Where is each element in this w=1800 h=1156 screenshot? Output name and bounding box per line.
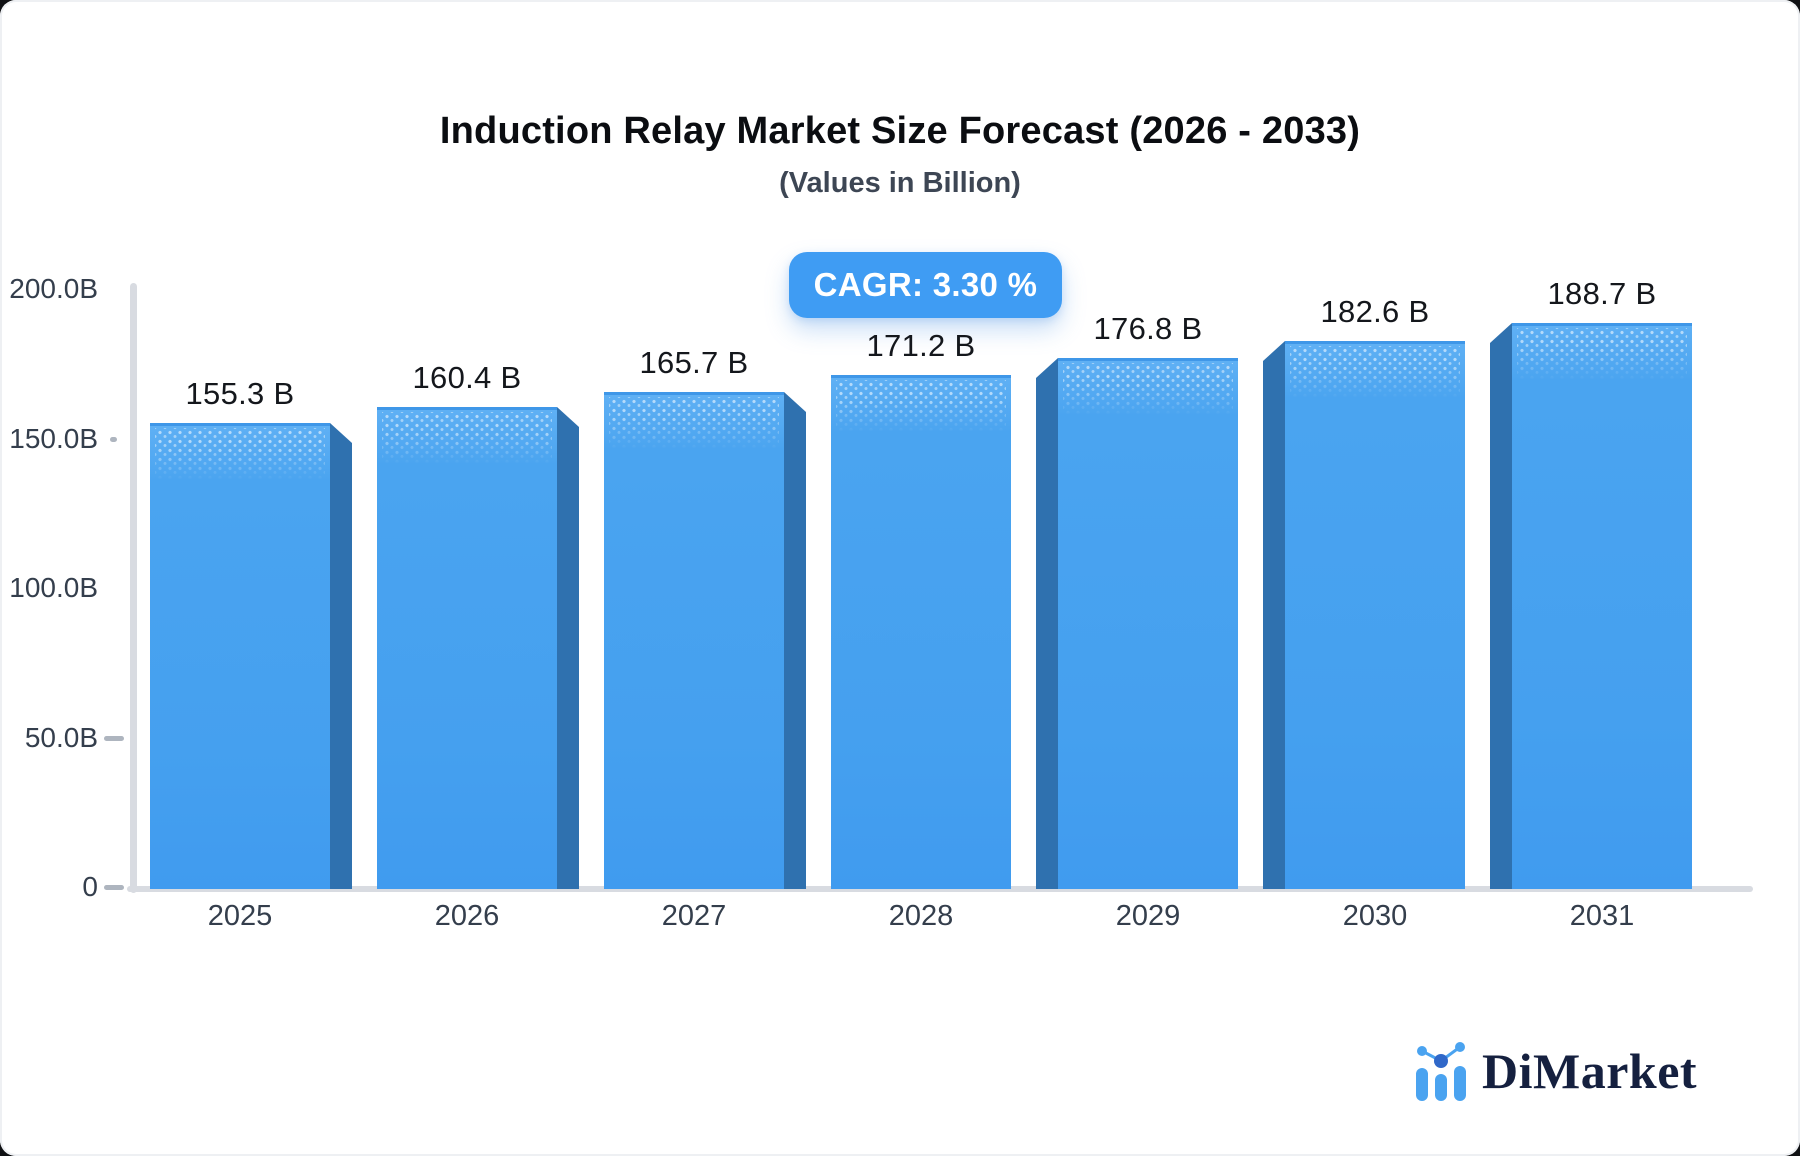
dimarket-logo[interactable]: DiMarket: [1414, 1038, 1697, 1104]
y-axis-tick-mark: [104, 885, 124, 890]
y-axis-line: [130, 283, 137, 893]
chart-subtitle: (Values in Billion): [779, 167, 1021, 199]
bar-2027[interactable]: [604, 392, 784, 889]
bar-2028[interactable]: [831, 375, 1011, 889]
y-axis-tick-label: 50.0B: [24, 721, 98, 753]
dimarket-logo-text: DiMarket: [1482, 1043, 1698, 1099]
bar-value-label-2031: 188.7 B: [1547, 276, 1657, 311]
bar-value-label-2030: 182.6 B: [1320, 294, 1430, 329]
x-axis-label-2025: 2025: [207, 900, 273, 932]
bar-2029[interactable]: [1058, 358, 1238, 889]
bar-value-label-2029: 176.8 B: [1093, 311, 1203, 346]
bar-2025[interactable]: [150, 423, 330, 889]
bar-side-bevel-2030: [1263, 341, 1285, 889]
y-axis-tick-label: 100.0B: [9, 572, 98, 603]
bar-2031[interactable]: [1512, 323, 1692, 889]
x-axis-baseline: [127, 886, 1753, 892]
x-axis-label-2031: 2031: [1569, 900, 1635, 932]
chart-title: Induction Relay Market Size Forecast (20…: [439, 110, 1361, 152]
bar-value-label-2028: 171.2 B: [866, 328, 976, 363]
y-axis-tick-label: 200.0B: [9, 273, 98, 304]
bar-side-bevel-2031: [1490, 323, 1512, 889]
bar-2026[interactable]: [377, 407, 557, 889]
x-axis-label-2028: 2028: [888, 900, 954, 932]
bar-2030[interactable]: [1285, 341, 1465, 889]
bar-side-bevel-2029: [1036, 358, 1058, 889]
bar-side-bevel-2027: [784, 392, 806, 889]
bar-value-label-2027: 165.7 B: [639, 345, 749, 380]
y-axis-tick-mark: [110, 436, 117, 442]
y-axis-tick-label: 150.0B: [9, 422, 98, 454]
x-axis-label-2027: 2027: [661, 900, 727, 932]
bar-value-label-2025: 155.3 B: [185, 376, 295, 411]
dimarket-logo-icon: [1416, 1042, 1466, 1101]
y-axis-tick-mark: [104, 735, 124, 741]
bar-side-bevel-2025: [330, 423, 352, 889]
y-axis-tick-label: 0: [82, 871, 98, 902]
cagr-badge: CAGR: 3.30 %: [789, 252, 1062, 318]
x-axis-label-2029: 2029: [1115, 900, 1181, 932]
x-axis-label-2026: 2026: [434, 900, 500, 932]
x-axis-label-2030: 2030: [1342, 900, 1408, 932]
cagr-badge-label: CAGR: 3.30 %: [813, 266, 1038, 303]
bar-value-label-2026: 160.4 B: [412, 360, 522, 395]
bar-side-bevel-2026: [557, 407, 579, 889]
